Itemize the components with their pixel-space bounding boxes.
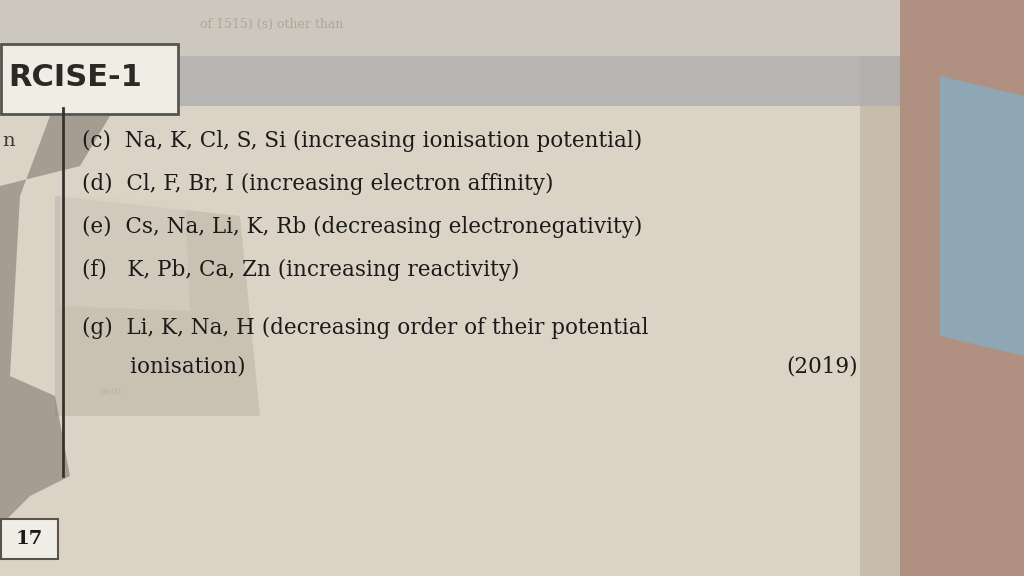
Text: (g)  Li, K, Na, H (decreasing order of their potential: (g) Li, K, Na, H (decreasing order of th… [82,317,648,339]
Polygon shape [860,0,1024,576]
Text: noiti: noiti [100,386,122,396]
Polygon shape [60,196,190,311]
Polygon shape [120,56,900,106]
Polygon shape [0,116,110,526]
Polygon shape [0,0,895,576]
Text: n: n [2,132,14,150]
Text: (f)   K, Pb, Ca, Zn (increasing reactivity): (f) K, Pb, Ca, Zn (increasing reactivity… [82,259,519,281]
Text: ionisation): ionisation) [82,355,246,377]
FancyBboxPatch shape [1,44,178,114]
FancyBboxPatch shape [1,519,58,559]
Text: (d)  Cl, F, Br, I (increasing electron affinity): (d) Cl, F, Br, I (increasing electron af… [82,173,554,195]
Text: (2019): (2019) [786,355,858,377]
Text: RCISE-1: RCISE-1 [8,63,142,92]
Polygon shape [940,76,1024,356]
Polygon shape [0,0,900,56]
Polygon shape [860,0,900,576]
Polygon shape [55,196,260,416]
Text: of 1515) (s) other than: of 1515) (s) other than [200,17,343,31]
Text: (e)  Cs, Na, Li, K, Rb (decreasing electronegativity): (e) Cs, Na, Li, K, Rb (decreasing electr… [82,216,642,238]
Text: 17: 17 [15,530,43,548]
Text: (c)  Na, K, Cl, S, Si (increasing ionisation potential): (c) Na, K, Cl, S, Si (increasing ionisat… [82,130,642,152]
